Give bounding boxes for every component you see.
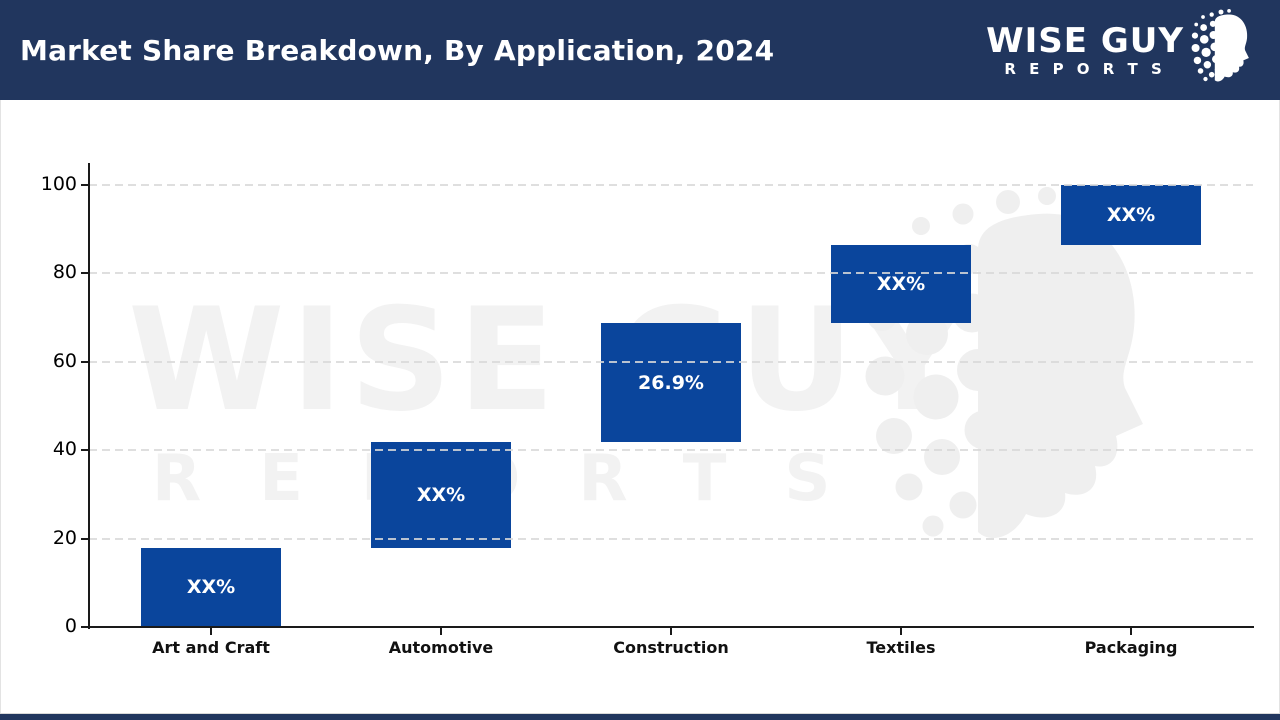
x-axis-label: Textiles (866, 638, 936, 657)
y-axis-tick-label: 20 (52, 526, 77, 549)
gridline-100 (89, 184, 1253, 186)
y-tick (81, 449, 89, 452)
y-tick (81, 272, 89, 275)
wise-guy-logo: WISE GUY R E P O R T S (986, 7, 1252, 94)
bar-automotive: XX% (371, 442, 511, 548)
gridline-60 (89, 360, 1253, 363)
gridline-80 (89, 272, 1253, 275)
bar-value-label: XX% (416, 484, 466, 507)
gridline-20 (89, 537, 1253, 540)
y-axis-tick-label: 80 (52, 261, 77, 284)
watermark-subtitle: REPORTS (152, 442, 889, 516)
y-axis-tick-label: 0 (64, 615, 77, 637)
bar-value-label: XX% (876, 273, 926, 296)
bar-value-label: XX% (1106, 204, 1156, 227)
footer-divider (0, 713, 1280, 714)
bar-value-label: XX% (186, 576, 236, 599)
y-tick (81, 626, 89, 628)
x-tick (210, 628, 212, 635)
x-tick (900, 628, 902, 635)
y-tick (81, 537, 89, 540)
logo-head-icon (1190, 7, 1252, 94)
x-axis-label: Construction (613, 638, 729, 657)
footer-bar (0, 714, 1280, 720)
bar-art-and-craft: XX% (141, 547, 281, 627)
page-title: Market Share Breakdown, By Application, … (20, 33, 775, 67)
watermark-wordmark: WISE GUY (128, 278, 969, 443)
left-border (0, 100, 1, 714)
x-tick (1130, 628, 1132, 635)
y-axis-tick-label: 60 (52, 349, 77, 372)
y-axis-tick-label: 100 (40, 173, 77, 195)
bar-construction: 26.9% (601, 323, 741, 443)
x-axis-label: Automotive (388, 638, 494, 657)
y-axis-tick-label: 40 (52, 438, 77, 461)
gridline-40 (89, 449, 1253, 452)
bar-textiles: XX% (831, 245, 971, 324)
x-axis-label: Art and Craft (152, 638, 270, 657)
bar-packaging: XX% (1061, 185, 1201, 246)
y-axis (88, 163, 90, 629)
logo-text: WISE GUY R E P O R T S (986, 24, 1184, 77)
y-tick (81, 360, 89, 363)
bar-value-label: 26.9% (638, 371, 704, 394)
header: Market Share Breakdown, By Application, … (0, 0, 1280, 100)
x-tick (440, 628, 442, 635)
logo-subtitle: R E P O R T S (1004, 59, 1166, 78)
x-tick (670, 628, 672, 635)
x-axis (88, 626, 1254, 628)
x-axis-label: Packaging (1084, 638, 1178, 657)
logo-wordmark: WISE GUY (986, 20, 1184, 61)
y-tick (81, 184, 89, 186)
